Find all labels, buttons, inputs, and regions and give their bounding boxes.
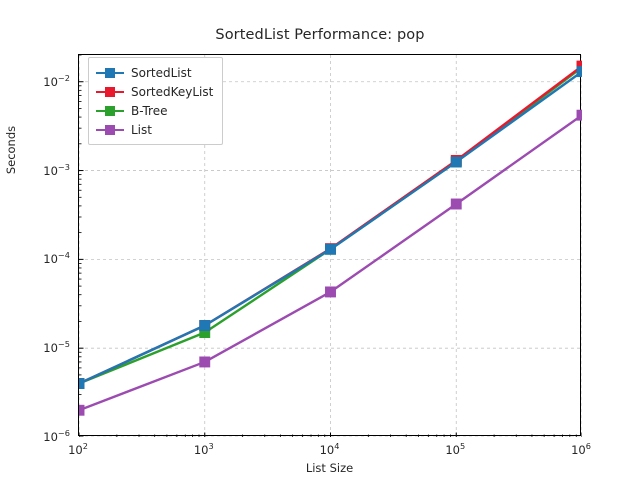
legend-marker: [105, 86, 115, 97]
data-point-marker: [576, 66, 582, 78]
gridlines: [79, 55, 582, 437]
data-point-marker: [325, 243, 336, 255]
data-point-marker: [79, 404, 85, 416]
y-tick-label: 10−2: [43, 72, 70, 89]
legend-swatch-icon: [96, 85, 124, 99]
legend-label: SortedKeyList: [131, 84, 214, 99]
data-point-marker: [450, 156, 462, 168]
legend-label: B-Tree: [131, 103, 168, 118]
legend-box: SortedList SortedKeyList B-Tree List: [88, 57, 224, 145]
data-point-marker: [450, 198, 462, 210]
legend-item: B-Tree: [96, 101, 213, 120]
legend-marker: [105, 105, 115, 116]
legend-item: List: [96, 120, 213, 139]
legend-swatch-icon: [96, 104, 124, 118]
plot-svg: [79, 55, 582, 437]
legend-swatch-icon: [96, 123, 124, 137]
data-point-marker: [199, 320, 211, 331]
legend-marker: [105, 67, 115, 78]
chart-title: SortedList Performance: pop: [215, 27, 425, 43]
x-axis-label: List Size: [305, 461, 354, 475]
x-tick-label: 105: [445, 441, 466, 457]
y-tick-label: 10−6: [43, 428, 70, 444]
data-point-marker: [79, 378, 85, 389]
legend-swatch-icon: [96, 66, 124, 80]
data-point-marker: [325, 286, 336, 298]
data-point-marker: [576, 109, 582, 121]
legend-item: SortedKeyList: [96, 82, 213, 101]
legend-item: SortedList: [96, 63, 213, 82]
legend-label: List: [131, 122, 152, 137]
legend-label: SortedList: [131, 65, 192, 80]
series-list: [79, 109, 582, 416]
legend-marker: [105, 124, 115, 135]
data-series-group: [79, 60, 582, 416]
y-axis-label: Seconds: [4, 125, 18, 175]
x-tick-label: 104: [319, 441, 340, 457]
major-tick-marks: [79, 81, 582, 437]
x-tick-label: 103: [193, 441, 214, 457]
y-tick-label: 10−4: [43, 250, 70, 267]
series-sortedlist: [79, 66, 582, 389]
y-tick-label: 10−5: [43, 339, 70, 355]
y-tick-label: 10−3: [43, 161, 70, 178]
x-tick-label: 102: [68, 441, 88, 457]
x-tick-label: 106: [571, 441, 591, 457]
data-point-marker: [199, 356, 211, 368]
